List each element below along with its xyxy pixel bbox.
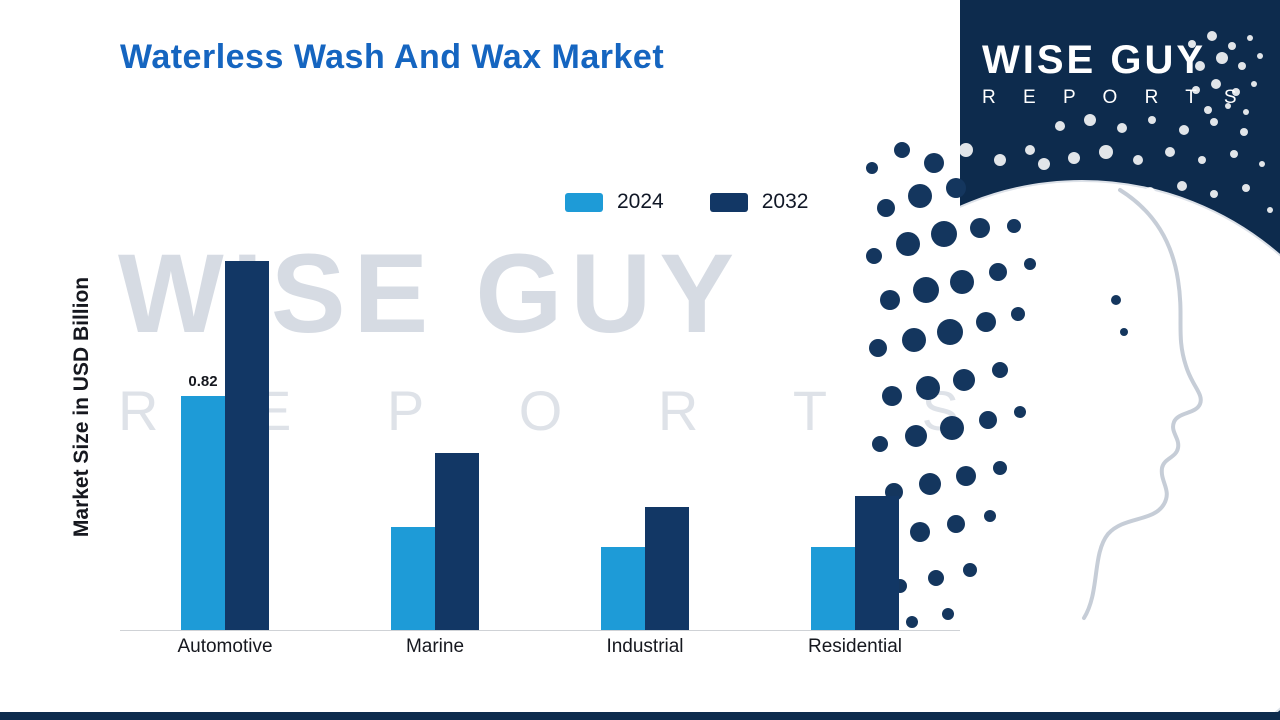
chart-plot: 0.82: [120, 230, 960, 631]
chart-legend: 2024 2032: [565, 190, 808, 214]
x-axis-labels: Automotive Marine Industrial Residential: [120, 636, 960, 666]
legend-item-2024: 2024: [565, 190, 664, 214]
x-tick-label-marine: Marine: [405, 636, 465, 657]
x-tick-label-industrial: Industrial: [606, 636, 684, 657]
brand-circle: [960, 180, 1280, 712]
x-tick-label-residential: Residential: [808, 636, 902, 657]
decor-dot: [866, 162, 878, 174]
y-axis-label: Market Size in USD Billion: [70, 276, 93, 538]
legend-label-2024: 2024: [617, 190, 664, 213]
bar-2024-industrial: [601, 547, 645, 630]
bar-2024-residential: [811, 547, 855, 630]
brand-logo-line1: WISE GUY: [982, 38, 1207, 82]
bar-2032-automotive: [225, 261, 269, 630]
brand-logo-line2: R E P O R T S: [982, 87, 1248, 108]
x-tick-label-automotive: Automotive: [177, 636, 273, 657]
bar-value-label: 0.82: [188, 373, 218, 390]
bar-2024-marine: [391, 527, 435, 630]
legend-swatch-2032: [709, 192, 748, 212]
bar-2032-industrial: [645, 507, 689, 630]
decor-dot: [908, 184, 932, 208]
legend-item-2032: 2032: [709, 190, 809, 214]
brand-logo: WISE GUY R E P O R T S: [982, 40, 1248, 109]
legend-swatch-2024: [565, 192, 603, 212]
decor-dot: [894, 142, 910, 158]
decor-dot: [924, 153, 944, 173]
bar-2032-marine: [435, 453, 479, 630]
decor-dot: [877, 199, 895, 217]
bar-2024-automotive: [181, 396, 225, 630]
bar-2032-residential: [855, 496, 899, 630]
legend-label-2032: 2032: [761, 190, 809, 213]
page-title: Waterless Wash And Wax Market: [120, 38, 665, 76]
bottom-accent-bar: [0, 712, 1280, 720]
